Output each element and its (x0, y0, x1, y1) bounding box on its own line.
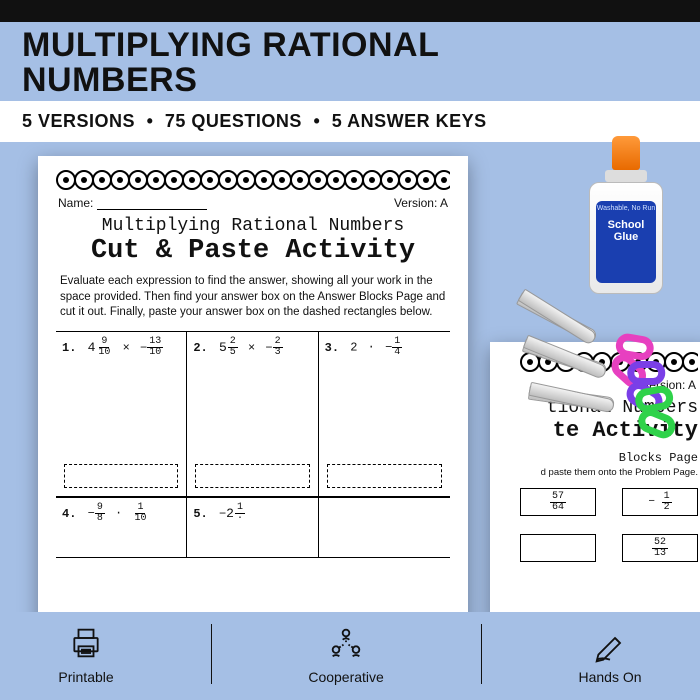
answer-slot (195, 464, 309, 488)
printer-icon (66, 623, 106, 663)
meta-row: Name: Version: A (58, 196, 448, 210)
divider (481, 624, 482, 684)
answer-slot (64, 464, 178, 488)
pencil-hand-icon (590, 623, 630, 663)
title-line-2: NUMBERS (22, 61, 197, 99)
problem-cell: 4. −98 · 110 (56, 498, 187, 558)
glue-label-2: Glue (614, 231, 638, 243)
top-bar (0, 0, 700, 22)
ws-title-1: Multiplying Rational Numbers (56, 216, 450, 236)
answer-box: − 12 (622, 488, 698, 516)
answer-box (520, 534, 596, 562)
problem-cell: 3. 2 · −14 (319, 332, 450, 497)
problem-cell: 5. −21· (187, 498, 318, 558)
feature-label: Printable (58, 669, 113, 685)
problem-grid-row2: 4. −98 · 110 5. −21· (56, 497, 450, 558)
ring-border (56, 170, 450, 190)
answer-slot (327, 464, 442, 488)
title-line-1: MULTIPLYING RATIONAL (22, 26, 439, 64)
ws-title-2: Cut & Paste Activity (56, 236, 450, 266)
bullet-icon: • (147, 111, 154, 131)
footer: Printable Cooperative Hands On (0, 612, 700, 700)
page-title: MULTIPLYING RATIONAL NUMBERS (22, 28, 678, 97)
people-icon (326, 623, 366, 663)
preview-canvas: Washable, No Run School Glue Version: A … (0, 142, 700, 612)
answer-grid: 5764 − 12 5213 (520, 488, 698, 562)
divider (211, 624, 212, 684)
glue-bottle: Washable, No Run School Glue (586, 136, 666, 296)
problem-grid: 1. 4910 × −1310 2. 525 × −23 3. 2 · −14 (56, 331, 450, 497)
title-band: MULTIPLYING RATIONAL NUMBERS (0, 22, 700, 101)
feature-cooperative: Cooperative (308, 623, 384, 685)
glue-cap (612, 136, 640, 170)
problem-cell: 2. 525 × −23 (187, 332, 318, 497)
problem-page: Name: Version: A Multiplying Rational Nu… (38, 156, 468, 636)
glue-body: Washable, No Run School Glue (589, 182, 663, 294)
side-instructions: d paste them onto the Problem Page. (520, 467, 698, 478)
instructions: Evaluate each expression to find the ans… (60, 274, 446, 321)
glue-label: Washable, No Run School Glue (596, 201, 656, 283)
feature-label: Cooperative (308, 669, 384, 685)
problem-cell: 1. 4910 × −1310 (56, 332, 187, 497)
problem-cell (319, 498, 450, 558)
feature-label: Hands On (578, 669, 641, 685)
answer-box: 5764 (520, 488, 596, 516)
version-label: Version: A (394, 196, 448, 210)
bullet-icon: • (313, 111, 320, 131)
feature-printable: Printable (58, 623, 113, 685)
keys-text: 5 ANSWER KEYS (332, 111, 487, 131)
glue-label-small: Washable, No Run (596, 205, 656, 213)
name-label: Name: (58, 196, 207, 210)
glue-label-1: School (608, 219, 645, 231)
side-sub: Blocks Page (520, 451, 698, 465)
answer-box: 5213 (622, 534, 698, 562)
feature-handson: Hands On (578, 623, 641, 685)
versions-text: 5 VERSIONS (22, 111, 135, 131)
glue-neck (605, 170, 647, 182)
questions-text: 75 QUESTIONS (165, 111, 302, 131)
